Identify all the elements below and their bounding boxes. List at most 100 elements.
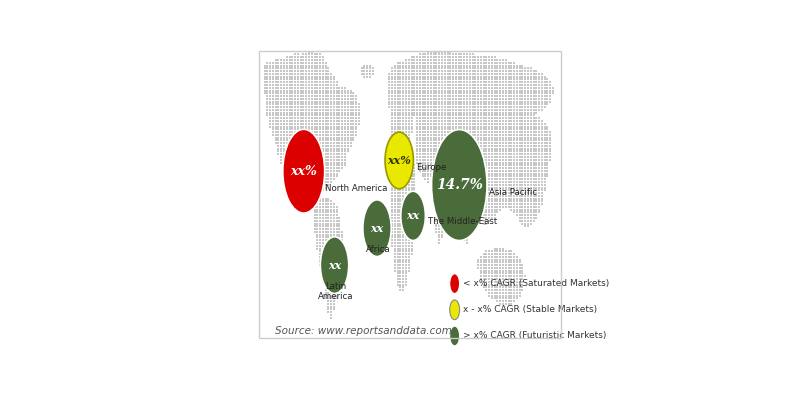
Point: [530, 137, 542, 144]
Point: [444, 96, 457, 102]
Point: [474, 93, 487, 99]
Point: [472, 154, 485, 160]
Point: [319, 101, 332, 108]
Point: [311, 93, 324, 99]
Point: [322, 284, 334, 290]
Point: [402, 226, 415, 232]
Point: [474, 140, 487, 146]
Point: [399, 74, 412, 80]
Point: [319, 212, 332, 218]
Point: [436, 134, 449, 141]
Point: [397, 287, 410, 293]
Point: [394, 220, 407, 227]
Point: [461, 223, 474, 230]
Point: [482, 256, 495, 263]
Point: [361, 65, 374, 72]
Point: [394, 256, 407, 263]
Point: [494, 251, 506, 257]
Point: [278, 143, 290, 149]
Point: [302, 60, 315, 66]
Point: [430, 148, 443, 155]
Point: [522, 162, 534, 168]
Point: [530, 170, 542, 177]
Point: [474, 90, 487, 96]
Point: [399, 204, 412, 210]
Point: [436, 206, 449, 213]
Point: [308, 123, 321, 130]
Point: [522, 140, 534, 146]
Point: [319, 229, 332, 235]
Point: [444, 74, 457, 80]
Point: [458, 170, 470, 177]
Point: [516, 220, 529, 227]
Point: [336, 234, 349, 241]
Point: [330, 126, 343, 132]
Point: [325, 140, 338, 146]
Point: [455, 110, 468, 116]
Point: [508, 123, 521, 130]
Point: [524, 173, 537, 180]
Point: [300, 123, 313, 130]
Point: [518, 209, 531, 216]
Point: [488, 79, 501, 85]
Point: [311, 168, 324, 174]
Point: [333, 248, 346, 254]
Point: [530, 184, 542, 191]
Point: [302, 79, 315, 85]
Point: [289, 184, 302, 191]
Point: [458, 226, 470, 232]
Point: [482, 79, 495, 85]
Point: [333, 112, 346, 119]
Point: [333, 162, 346, 168]
Point: [289, 179, 302, 185]
Point: [319, 245, 332, 252]
Point: [344, 129, 357, 135]
Point: [497, 262, 510, 268]
Point: [433, 54, 446, 60]
Point: [527, 170, 540, 177]
Point: [508, 268, 521, 274]
Point: [474, 268, 487, 274]
Point: [394, 273, 407, 280]
Point: [514, 157, 526, 163]
Point: [466, 190, 479, 196]
Point: [311, 148, 324, 155]
Point: [474, 182, 487, 188]
Point: [358, 65, 371, 72]
Point: [425, 57, 438, 63]
Point: [353, 110, 366, 116]
Point: [311, 60, 324, 66]
Point: [478, 54, 490, 60]
Point: [322, 123, 334, 130]
Point: [397, 281, 410, 288]
Point: [410, 68, 423, 74]
Point: [405, 232, 418, 238]
Point: [494, 206, 506, 213]
Point: [482, 276, 495, 282]
Point: [482, 190, 495, 196]
Point: [514, 212, 526, 218]
Point: [461, 110, 474, 116]
Point: [494, 76, 506, 83]
Point: [270, 82, 282, 88]
Point: [422, 123, 434, 130]
Point: [311, 190, 324, 196]
Point: [283, 54, 296, 60]
Point: [538, 170, 551, 177]
Point: [302, 143, 315, 149]
Point: [514, 74, 526, 80]
Point: [474, 137, 487, 144]
Point: [281, 101, 294, 108]
Point: [319, 168, 332, 174]
Point: [283, 176, 296, 182]
Point: [350, 126, 362, 132]
Point: [278, 118, 290, 124]
Point: [264, 110, 277, 116]
Point: [283, 110, 296, 116]
Point: [535, 137, 548, 144]
Point: [491, 101, 504, 108]
Point: [508, 298, 521, 304]
Point: [322, 173, 334, 180]
Point: [302, 90, 315, 96]
Point: [394, 248, 407, 254]
